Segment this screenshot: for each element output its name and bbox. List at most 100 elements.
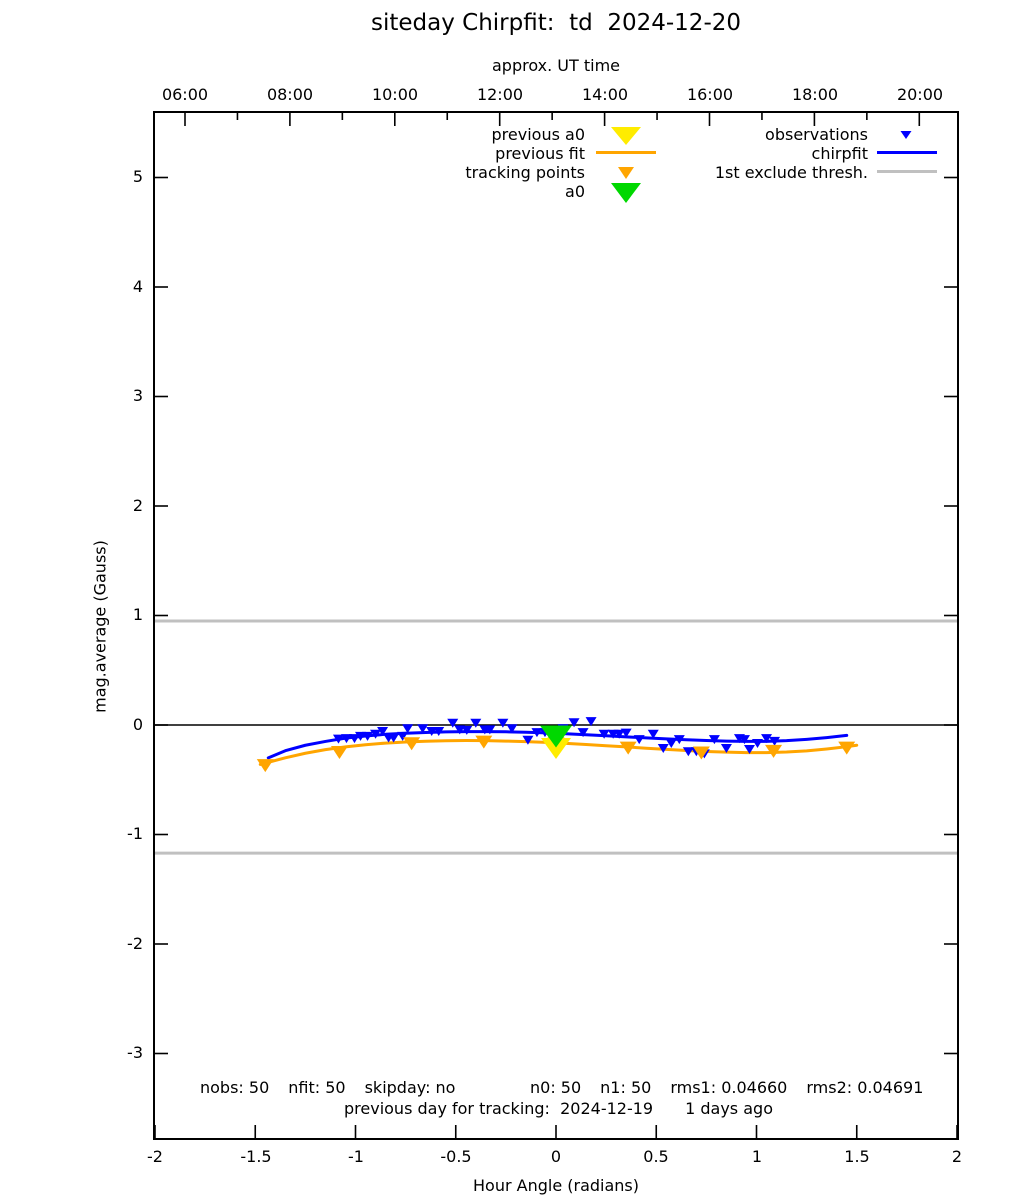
stats-row1-right: n0: 50 n1: 50 rms1: 0.04660 rms2: 0.0469… [530, 1078, 923, 1098]
legend-label-tracking-points: tracking points [465, 163, 585, 182]
point-observations [506, 724, 518, 734]
point-observations [752, 739, 764, 749]
point-observations [470, 718, 482, 728]
tick-label-y: 1 [132, 605, 143, 624]
bottom-axis-label: Hour Angle (radians) [473, 1176, 639, 1195]
point-observations [397, 731, 409, 741]
tick-label-time: 10:00 [371, 85, 419, 104]
stat-rms2: rms2: 0.04691 [806, 1078, 924, 1097]
point-observations [598, 729, 610, 739]
point-observations [370, 729, 382, 739]
tick-label-x: -0.5 [440, 1147, 472, 1166]
top-axis-label: approx. UT time [492, 56, 620, 75]
point-observations [497, 718, 509, 728]
tick-label-y: -1 [127, 824, 143, 843]
tick-label-x: -2 [147, 1147, 163, 1166]
point-observations [332, 734, 344, 744]
tick-label-time: 18:00 [791, 85, 839, 104]
point-observations [340, 734, 352, 744]
tick-label-y: -2 [127, 934, 143, 953]
point-observations [522, 735, 534, 745]
point-tracking-points [838, 741, 856, 755]
tick-label-y: 4 [132, 277, 143, 296]
point-observations [613, 729, 625, 739]
tick-label-x: 1 [751, 1147, 763, 1166]
stat-nfit: nfit: 50 [288, 1078, 346, 1097]
tick-label-x: 0.5 [643, 1147, 669, 1166]
legend-label-observations: observations [765, 125, 868, 144]
point-observations [720, 743, 732, 753]
point-observations [417, 724, 429, 734]
plot-svg [155, 113, 957, 1138]
point-observations [568, 718, 580, 728]
tick-label-time: 06:00 [161, 85, 209, 104]
point-observations [657, 743, 669, 753]
tick-label-x: 0 [550, 1147, 562, 1166]
point-tracking-points [765, 744, 783, 758]
point-observations [362, 731, 374, 741]
point-observations [402, 724, 414, 734]
tick-label-time: 08:00 [266, 85, 314, 104]
tick-label-y: 3 [132, 386, 143, 405]
point-a0 [540, 725, 572, 748]
point-tracking-points [475, 735, 493, 749]
point-tracking-points [256, 759, 274, 773]
point-observations [761, 734, 773, 744]
stat-nobs: nobs: 50 [200, 1078, 270, 1097]
legend-marker-observations-icon [900, 130, 912, 140]
point-observations [461, 725, 473, 735]
tick-label-x: -1 [348, 1147, 364, 1166]
point-tracking-points [692, 746, 710, 760]
point-observations [447, 718, 459, 728]
tick-label-x: 2 [951, 1147, 963, 1166]
point-observations [484, 725, 496, 735]
legend-marker-previous-a0-icon [610, 126, 642, 146]
legend-label-previous-a0: previous a0 [491, 125, 585, 144]
point-observations [743, 745, 755, 755]
tick-label-y: -3 [127, 1043, 143, 1062]
stat-n0: n0: 50 [530, 1078, 582, 1097]
tick-label-time: 14:00 [581, 85, 629, 104]
point-tracking-points [330, 745, 348, 759]
point-observations [673, 735, 685, 745]
point-observations [738, 735, 750, 745]
point-observations [620, 728, 632, 738]
point-observations [433, 726, 445, 736]
stat-n1: n1: 50 [600, 1078, 652, 1097]
stat-days-ago: 1 days ago [685, 1099, 773, 1118]
legend-marker-tracking-points-icon [617, 166, 635, 180]
tick-label-time: 20:00 [896, 85, 944, 104]
tick-label-y: 2 [132, 496, 143, 515]
legend-label-chirpfit: chirpfit [811, 144, 868, 163]
point-observations [708, 735, 720, 745]
page-title: siteday Chirpfit: td 2024-12-20 [370, 10, 742, 36]
point-observations [388, 733, 400, 743]
point-observations [577, 728, 589, 738]
tick-label-y: 5 [132, 167, 143, 186]
point-observations [633, 735, 645, 745]
stats-row2: previous day for tracking: 2024-12-19 1 … [344, 1099, 773, 1119]
point-observations [355, 731, 367, 741]
plot-area [153, 111, 959, 1140]
legend-marker-exclude-thresh-icon [877, 169, 937, 174]
point-observations [377, 726, 389, 736]
legend-marker-previous-fit-icon [596, 150, 656, 155]
point-observations [647, 729, 659, 739]
tick-label-y: 0 [132, 715, 143, 734]
point-tracking-points [403, 737, 421, 751]
legend-label-a0: a0 [565, 182, 585, 201]
point-tracking-points [619, 741, 637, 755]
point-observations [769, 736, 781, 746]
legend-label-exclude-thresh: 1st exclude thresh. [714, 163, 868, 182]
stat-rms1: rms1: 0.04660 [670, 1078, 788, 1097]
point-observations [426, 726, 438, 736]
point-observations [585, 717, 597, 727]
tick-label-time: 16:00 [686, 85, 734, 104]
point-observations [348, 734, 360, 744]
stat-skipday: skipday: no [364, 1078, 456, 1097]
point-previous-a0 [541, 737, 571, 759]
point-observations [531, 728, 543, 738]
legend-marker-a0-icon [610, 182, 642, 204]
legend-label-previous-fit: previous fit [495, 144, 585, 163]
